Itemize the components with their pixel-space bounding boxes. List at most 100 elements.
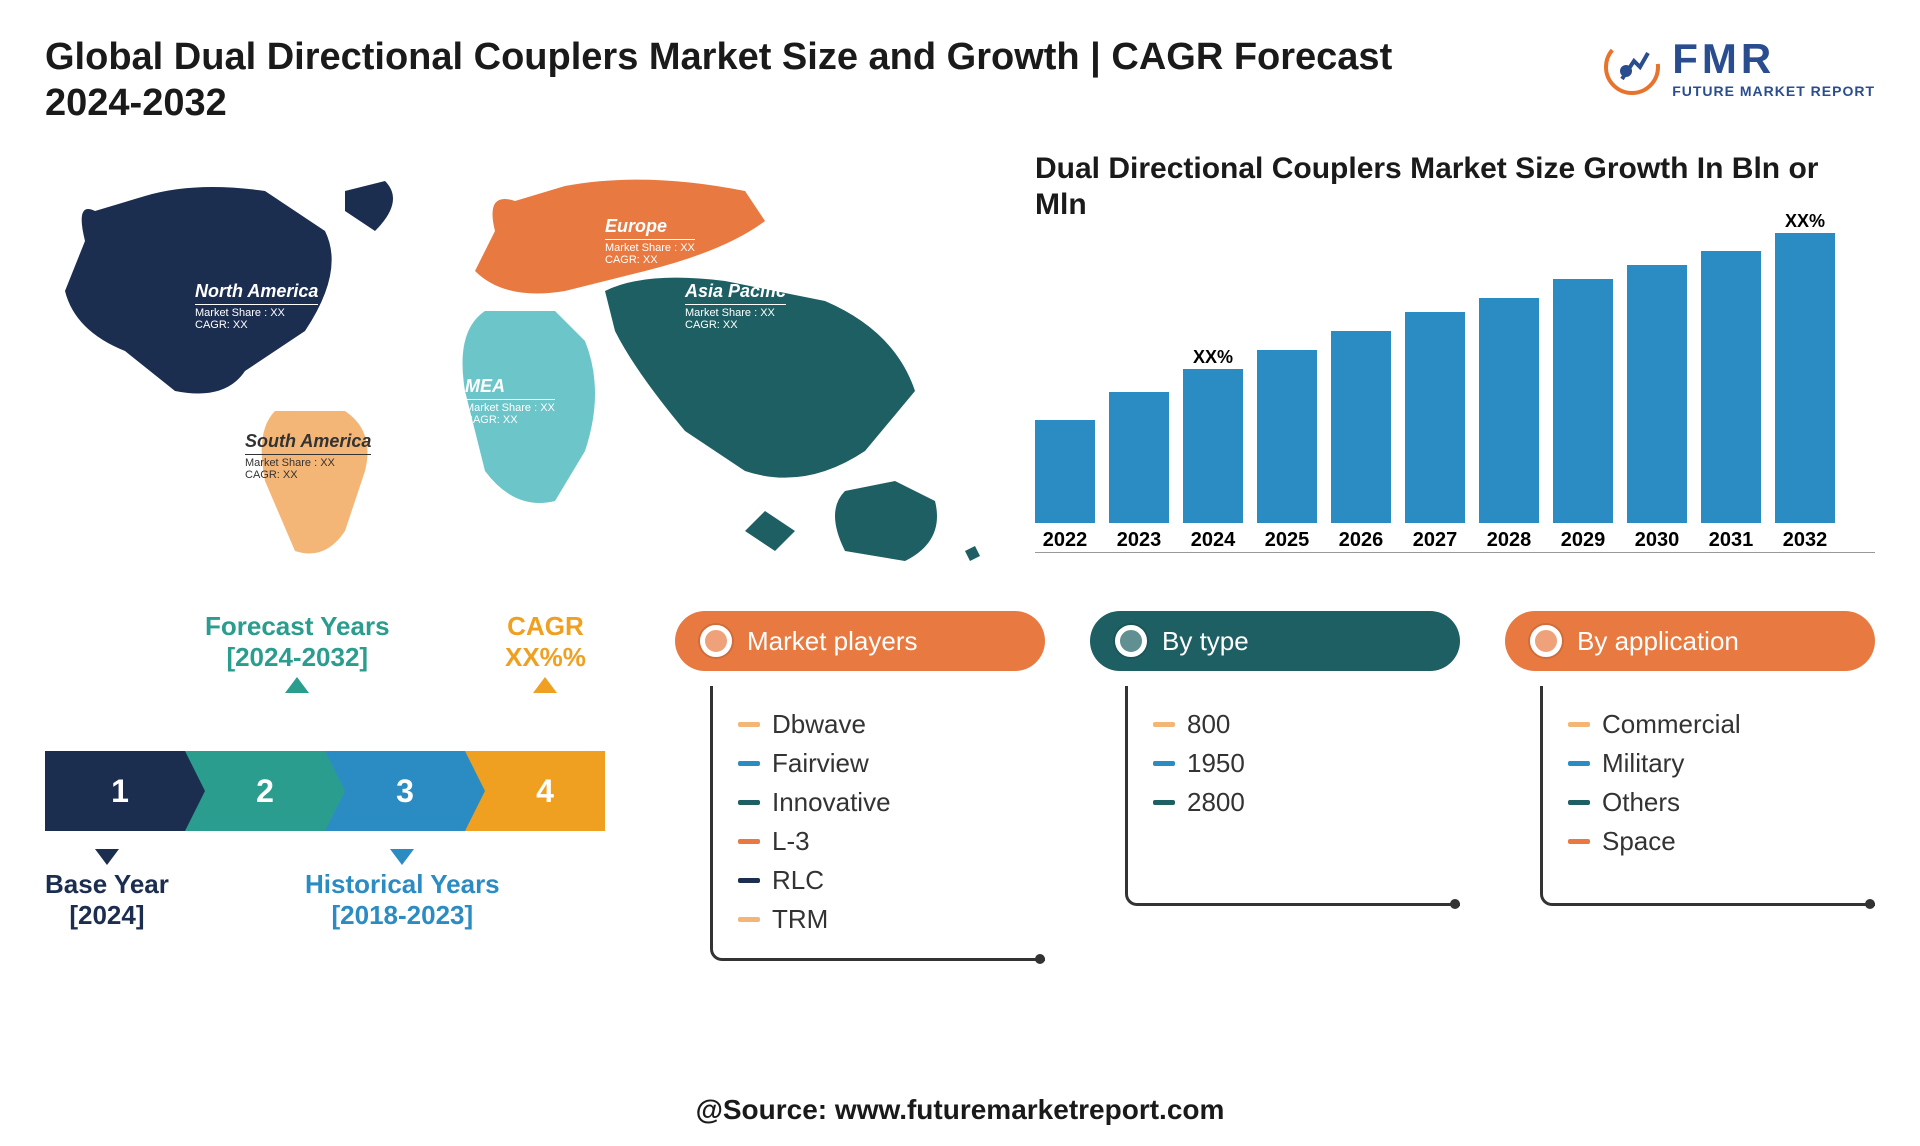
pill-item: RLC bbox=[738, 865, 1025, 896]
timeline-segment-num: 4 bbox=[536, 773, 554, 810]
bar-xlabel: 2027 bbox=[1413, 529, 1458, 552]
bar bbox=[1627, 265, 1687, 523]
pill-item: Commercial bbox=[1568, 709, 1855, 740]
bar-col: XX% 2032 bbox=[1775, 233, 1835, 552]
pill-item-label: Dbwave bbox=[772, 709, 866, 740]
pill-item: Military bbox=[1568, 748, 1855, 779]
pill-item: TRM bbox=[738, 904, 1025, 935]
bar-col: 2028 bbox=[1479, 233, 1539, 552]
header: Global Dual Directional Couplers Market … bbox=[45, 35, 1875, 126]
swatch-icon bbox=[1568, 761, 1590, 766]
bar-col: 2027 bbox=[1405, 233, 1465, 552]
fmr-logo-icon bbox=[1602, 37, 1662, 97]
bar: XX% bbox=[1183, 369, 1243, 524]
swatch-icon bbox=[1153, 800, 1175, 805]
pill-body: Commercial Military Others Space bbox=[1540, 686, 1875, 906]
pill-item: Innovative bbox=[738, 787, 1025, 818]
cagr-value: XX%% bbox=[505, 642, 586, 672]
bar-col: 2031 bbox=[1701, 233, 1761, 552]
pill-item-label: 2800 bbox=[1187, 787, 1245, 818]
bar-col: 2029 bbox=[1553, 233, 1613, 552]
base-label: Base Year bbox=[45, 869, 169, 899]
pill-item-label: Military bbox=[1602, 748, 1684, 779]
pill-item-label: 1950 bbox=[1187, 748, 1245, 779]
swatch-icon bbox=[738, 800, 760, 805]
bar bbox=[1331, 331, 1391, 523]
swatch-icon bbox=[1153, 722, 1175, 727]
bar-col: XX% 2024 bbox=[1183, 233, 1243, 552]
bar-xlabel: 2029 bbox=[1561, 529, 1606, 552]
bar bbox=[1257, 350, 1317, 523]
pill-body: 80019502800 bbox=[1125, 686, 1460, 906]
swatch-icon bbox=[738, 839, 760, 844]
pill-title: By application bbox=[1577, 626, 1739, 657]
pill-item-label: L-3 bbox=[772, 826, 810, 857]
bar-xlabel: 2022 bbox=[1043, 529, 1088, 552]
bar-chart: Dual Directional Couplers Market Size Gr… bbox=[1035, 151, 1875, 571]
hist-label: Historical Years bbox=[305, 869, 500, 899]
pill-item-label: RLC bbox=[772, 865, 824, 896]
logo-main-text: FMR bbox=[1672, 35, 1875, 83]
pill-item-label: TRM bbox=[772, 904, 828, 935]
bar-xlabel: 2025 bbox=[1265, 529, 1310, 552]
hist-range: [2018-2023] bbox=[332, 900, 474, 930]
region-label-ap: Asia PacificMarket Share : XXCAGR: XX bbox=[685, 281, 786, 331]
pill-item: 2800 bbox=[1153, 787, 1440, 818]
bar bbox=[1479, 298, 1539, 523]
pill-column: Market players Dbwave Fairview Innovative L-… bbox=[675, 611, 1045, 961]
forecast-label: Forecast Years bbox=[205, 611, 390, 641]
pill-column: By application Commercial Military Others Sp… bbox=[1505, 611, 1875, 961]
logo-sub-text: FUTURE MARKET REPORT bbox=[1672, 83, 1875, 99]
bar-xlabel: 2026 bbox=[1339, 529, 1384, 552]
page-title: Global Dual Directional Couplers Market … bbox=[45, 35, 1445, 126]
bar bbox=[1701, 251, 1761, 523]
pill-item-label: Commercial bbox=[1602, 709, 1741, 740]
region-label-sa: South AmericaMarket Share : XXCAGR: XX bbox=[245, 431, 371, 481]
logo: FMR FUTURE MARKET REPORT bbox=[1602, 35, 1875, 99]
bar-xlabel: 2032 bbox=[1783, 529, 1828, 552]
pill-column: By type80019502800 bbox=[1090, 611, 1460, 961]
map-svg bbox=[45, 151, 1005, 571]
base-range: [2024] bbox=[69, 900, 144, 930]
swatch-icon bbox=[1568, 839, 1590, 844]
bar bbox=[1109, 392, 1169, 523]
bar-col: 2022 bbox=[1035, 233, 1095, 552]
chart-title: Dual Directional Couplers Market Size Gr… bbox=[1035, 151, 1875, 223]
bar-col: 2030 bbox=[1627, 233, 1687, 552]
pill-header: By application bbox=[1505, 611, 1875, 671]
bar-col: 2023 bbox=[1109, 233, 1169, 552]
timeline-segment: 1 bbox=[45, 751, 185, 831]
bar-annotation: XX% bbox=[1193, 347, 1233, 368]
bar bbox=[1035, 420, 1095, 523]
cagr-label: CAGR bbox=[507, 611, 584, 641]
timeline-segment: 4 bbox=[465, 751, 605, 831]
pill-header: By type bbox=[1090, 611, 1460, 671]
swatch-icon bbox=[738, 722, 760, 727]
chart-bars: 20222023XX%20242025202620272028202920302… bbox=[1035, 233, 1875, 553]
bar-col: 2025 bbox=[1257, 233, 1317, 552]
pill-body: Dbwave Fairview Innovative L-3 RLC TRM bbox=[710, 686, 1045, 961]
pill-title: By type bbox=[1162, 626, 1249, 657]
bar-annotation: XX% bbox=[1785, 211, 1825, 232]
timeline-segment-num: 1 bbox=[111, 773, 129, 810]
region-label-eu: EuropeMarket Share : XXCAGR: XX bbox=[605, 216, 695, 266]
timeline-bar: 1234 bbox=[45, 751, 605, 831]
bar-xlabel: 2023 bbox=[1117, 529, 1162, 552]
timeline-segment: 3 bbox=[325, 751, 465, 831]
timeline: Forecast Years [2024-2032] CAGR XX%% 123… bbox=[45, 611, 645, 971]
pill-item-label: Space bbox=[1602, 826, 1676, 857]
pill-item: 1950 bbox=[1153, 748, 1440, 779]
pill-item: Space bbox=[1568, 826, 1855, 857]
bar-xlabel: 2024 bbox=[1191, 529, 1236, 552]
arrow-down-icon bbox=[390, 849, 414, 865]
category-pills: Market players Dbwave Fairview Innovative L-… bbox=[675, 611, 1875, 961]
region-label-na: North AmericaMarket Share : XXCAGR: XX bbox=[195, 281, 318, 331]
pill-title: Market players bbox=[747, 626, 918, 657]
pill-item: Fairview bbox=[738, 748, 1025, 779]
pill-item: Others bbox=[1568, 787, 1855, 818]
bar-col: 2026 bbox=[1331, 233, 1391, 552]
arrow-up-icon bbox=[533, 677, 557, 693]
world-map: North AmericaMarket Share : XXCAGR: XX So… bbox=[45, 151, 1005, 571]
pill-header: Market players bbox=[675, 611, 1045, 671]
bar: XX% bbox=[1775, 233, 1835, 523]
